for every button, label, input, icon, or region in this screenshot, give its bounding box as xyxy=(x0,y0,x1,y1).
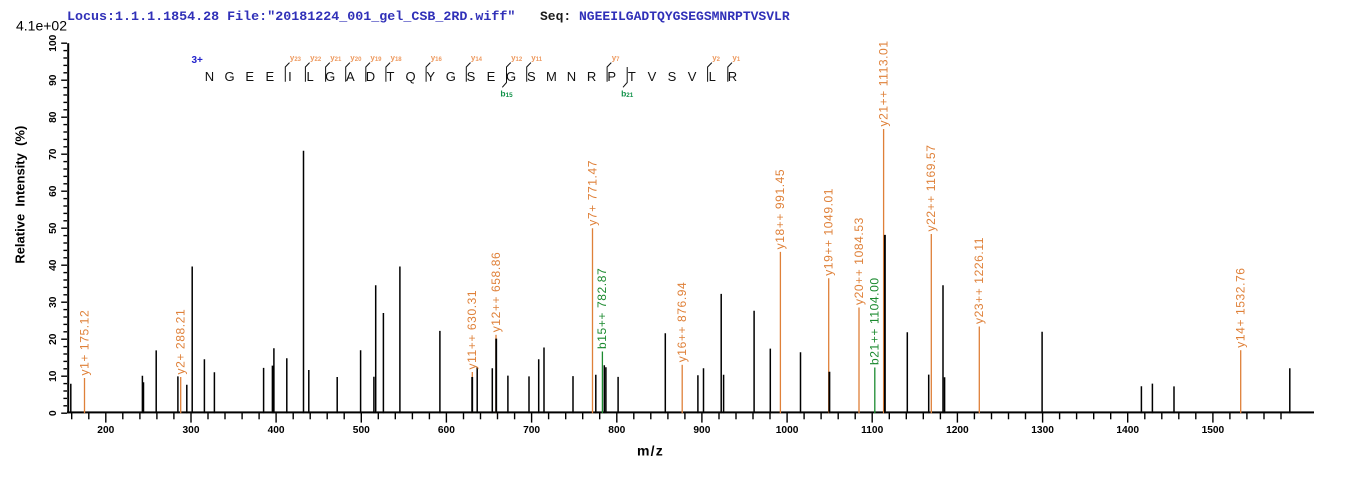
svg-text:1400: 1400 xyxy=(1116,425,1139,436)
svg-text:1000: 1000 xyxy=(776,425,799,436)
svg-text:y21++ 1113.01: y21++ 1113.01 xyxy=(876,40,890,126)
svg-text:G: G xyxy=(506,69,516,84)
svg-text:L: L xyxy=(306,69,313,84)
svg-text:y18: y18 xyxy=(391,53,403,63)
svg-text:y1+ 175.12: y1+ 175.12 xyxy=(77,310,91,376)
svg-text:y18++ 991.45: y18++ 991.45 xyxy=(773,169,787,250)
svg-text:Q: Q xyxy=(406,69,416,84)
svg-text:1100: 1100 xyxy=(861,425,883,436)
svg-text:G: G xyxy=(446,69,456,84)
svg-text:R: R xyxy=(728,69,737,84)
svg-text:90: 90 xyxy=(48,74,59,86)
svg-text:S: S xyxy=(668,69,677,84)
svg-text:4.1e+02: 4.1e+02 xyxy=(16,18,67,34)
svg-text:y12++ 658.86: y12++ 658.86 xyxy=(489,252,503,333)
svg-text:80: 80 xyxy=(48,111,59,123)
svg-text:20: 20 xyxy=(48,333,59,345)
svg-text:y16++ 876.94: y16++ 876.94 xyxy=(675,282,689,363)
svg-text:30: 30 xyxy=(48,296,59,308)
svg-text:R: R xyxy=(587,69,596,84)
svg-text:N: N xyxy=(567,69,576,84)
svg-text:V: V xyxy=(688,69,697,84)
svg-text:b15: b15 xyxy=(500,88,513,99)
svg-text:m/z: m/z xyxy=(637,443,664,459)
svg-text:y7: y7 xyxy=(612,53,620,63)
svg-text:y19++ 1049.01: y19++ 1049.01 xyxy=(822,188,836,276)
svg-text:y19: y19 xyxy=(370,53,382,63)
svg-text:E: E xyxy=(265,69,274,84)
svg-text:y20: y20 xyxy=(350,53,362,63)
svg-text:Seq:: Seq: xyxy=(540,9,571,24)
svg-text:y14+ 1532.76: y14+ 1532.76 xyxy=(1234,267,1248,347)
svg-text:600: 600 xyxy=(438,425,455,436)
svg-text:70: 70 xyxy=(48,148,59,160)
svg-text:Y: Y xyxy=(426,69,435,84)
svg-text:y16: y16 xyxy=(431,53,443,63)
svg-text:M: M xyxy=(546,69,557,84)
svg-text:y23++ 1226.11: y23++ 1226.11 xyxy=(972,237,986,324)
svg-text:D: D xyxy=(366,69,375,84)
svg-text:y1: y1 xyxy=(732,53,740,63)
svg-text:L: L xyxy=(709,69,716,84)
svg-text:800: 800 xyxy=(608,425,625,436)
svg-text:3+: 3+ xyxy=(192,55,204,66)
svg-text:100: 100 xyxy=(48,34,59,51)
svg-text:700: 700 xyxy=(523,425,540,436)
svg-text:y22: y22 xyxy=(310,53,322,63)
svg-text:S: S xyxy=(467,69,476,84)
svg-text:G: G xyxy=(225,69,235,84)
svg-text:y2+ 288.21: y2+ 288.21 xyxy=(174,309,188,375)
svg-text:900: 900 xyxy=(693,425,710,436)
svg-text:y22++ 1169.57: y22++ 1169.57 xyxy=(924,145,938,232)
svg-text:10: 10 xyxy=(48,370,59,382)
svg-text:NGEEILGADTQYGSEGSMNRPTVSVLR: NGEEILGADTQYGSEGSMNRPTVSVLR xyxy=(579,9,790,24)
svg-text:60: 60 xyxy=(48,185,59,197)
svg-text:T: T xyxy=(628,69,636,84)
svg-text:S: S xyxy=(527,69,536,84)
svg-text:y21: y21 xyxy=(330,53,342,63)
svg-text:y23: y23 xyxy=(290,53,302,63)
svg-text:Relative Intensity (%): Relative Intensity (%) xyxy=(13,126,28,264)
svg-text:E: E xyxy=(487,69,496,84)
svg-text:T: T xyxy=(387,69,395,84)
svg-text:300: 300 xyxy=(183,425,200,436)
svg-text:1500: 1500 xyxy=(1202,425,1225,436)
svg-text:y20++ 1084.53: y20++ 1084.53 xyxy=(852,217,866,305)
svg-text:y11++ 630.31: y11++ 630.31 xyxy=(465,290,479,370)
svg-text:y7+ 771.47: y7+ 771.47 xyxy=(585,160,599,226)
svg-text:Locus:1.1.1.1854.28 File:"2018: Locus:1.1.1.1854.28 File:"20181224_001_g… xyxy=(67,10,515,25)
svg-text:1200: 1200 xyxy=(946,425,969,436)
svg-text:G: G xyxy=(325,69,335,84)
svg-text:50: 50 xyxy=(48,222,59,234)
svg-text:0: 0 xyxy=(48,410,59,416)
svg-text:A: A xyxy=(346,69,355,84)
svg-text:200: 200 xyxy=(97,425,114,436)
svg-text:y12: y12 xyxy=(511,53,523,63)
svg-text:V: V xyxy=(648,69,657,84)
svg-text:40: 40 xyxy=(48,259,59,271)
svg-text:400: 400 xyxy=(268,425,285,436)
svg-text:y2: y2 xyxy=(712,53,720,63)
svg-text:y14: y14 xyxy=(471,53,483,63)
svg-text:P: P xyxy=(607,69,616,84)
svg-text:y11: y11 xyxy=(531,53,542,63)
svg-text:b21: b21 xyxy=(621,88,634,99)
svg-text:b15++ 782.87: b15++ 782.87 xyxy=(595,268,609,349)
svg-text:b21++ 1104.00: b21++ 1104.00 xyxy=(868,277,882,365)
svg-text:1300: 1300 xyxy=(1031,425,1054,436)
svg-text:500: 500 xyxy=(353,425,370,436)
svg-text:E: E xyxy=(245,69,254,84)
svg-text:I: I xyxy=(288,69,292,84)
svg-text:N: N xyxy=(205,69,214,84)
